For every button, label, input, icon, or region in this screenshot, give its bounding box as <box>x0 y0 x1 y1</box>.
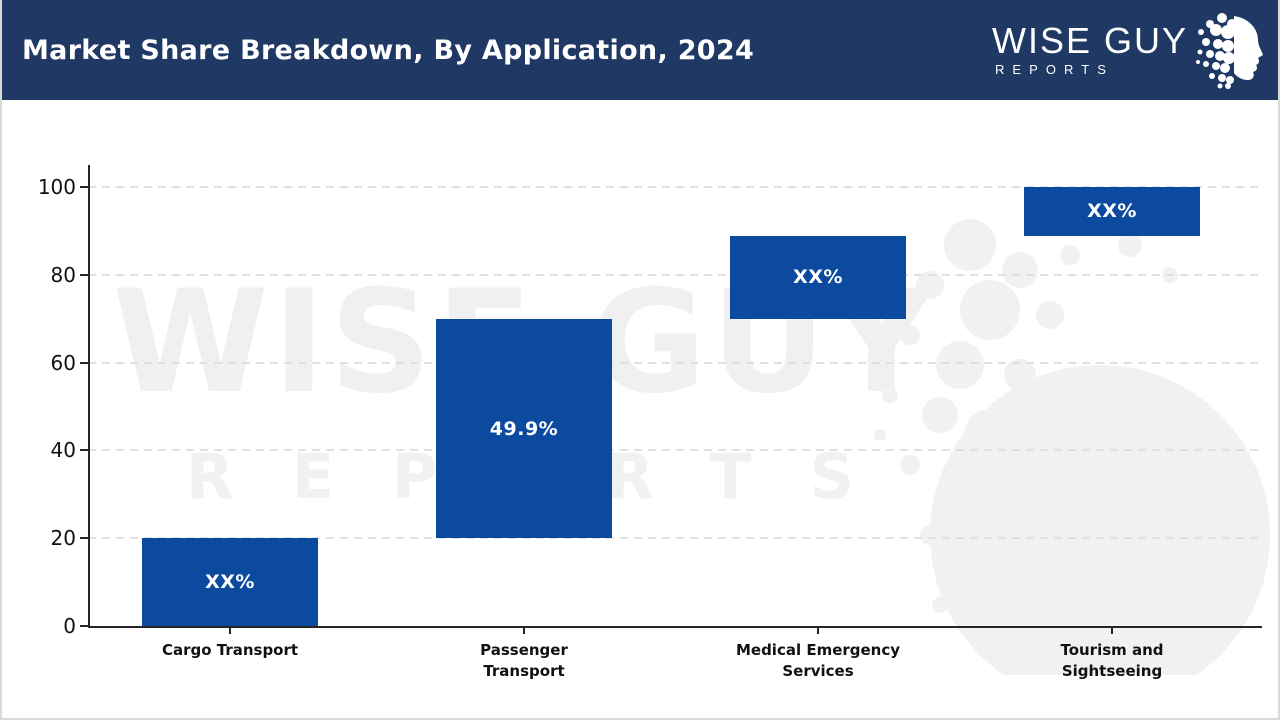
watermark-face-icon <box>874 219 1270 675</box>
bar-1: XX% <box>142 538 318 626</box>
gridline-100 <box>88 186 1262 188</box>
bar-value-label: XX% <box>793 266 843 289</box>
x-tick-mark <box>523 626 525 634</box>
x-category-label: Tourism and Sightseeing <box>1060 641 1164 680</box>
bar-value-label: XX% <box>1087 200 1137 223</box>
bar-value-label: 49.9% <box>489 417 559 440</box>
x-tick-mark <box>817 626 819 634</box>
chart-area: WISE GUY REPORTS 020406080100XX%49.9%XX%… <box>0 100 1280 720</box>
x-category-label: Cargo Transport <box>161 641 299 659</box>
brand-face-icon <box>1196 13 1263 89</box>
x-axis-line <box>88 626 1262 628</box>
y-tick-mark <box>80 361 88 364</box>
bar-3: XX% <box>730 235 906 320</box>
gridline-40 <box>88 449 1262 452</box>
y-axis-line <box>88 165 90 628</box>
gridline-80 <box>88 273 1262 276</box>
x-tick-mark <box>1111 626 1113 634</box>
y-tick-label: 0 <box>63 614 76 638</box>
header-banner: Market Share Breakdown, By Application, … <box>0 0 1280 100</box>
bar-2: 49.9% <box>436 319 612 539</box>
y-tick-mark <box>80 186 88 188</box>
y-tick-label: 100 <box>37 175 76 199</box>
brand-logo-text: WISE GUY REPORTS <box>991 20 1188 78</box>
x-tick-mark <box>229 626 231 634</box>
chart-title: Market Share Breakdown, By Application, … <box>22 34 755 66</box>
brand-subname: REPORTS <box>994 62 1114 77</box>
y-tick-mark <box>80 625 88 627</box>
y-tick-label: 60 <box>50 350 76 375</box>
gridline-20 <box>88 537 1262 540</box>
bar-value-label: XX% <box>205 571 255 594</box>
bar-4: XX% <box>1024 187 1200 236</box>
y-tick-mark <box>80 537 88 540</box>
x-category-label: Passenger Transport <box>480 641 568 680</box>
y-tick-label: 40 <box>50 438 76 463</box>
x-category-label: Medical Emergency Services <box>735 641 901 680</box>
gridline-60 <box>88 361 1262 364</box>
y-tick-label: 20 <box>50 526 76 551</box>
y-tick-label: 80 <box>50 262 76 287</box>
y-tick-mark <box>80 449 88 452</box>
y-tick-mark <box>80 273 88 276</box>
brand-name: WISE GUY <box>991 20 1188 61</box>
brand-logo: WISE GUY REPORTS <box>992 8 1266 92</box>
